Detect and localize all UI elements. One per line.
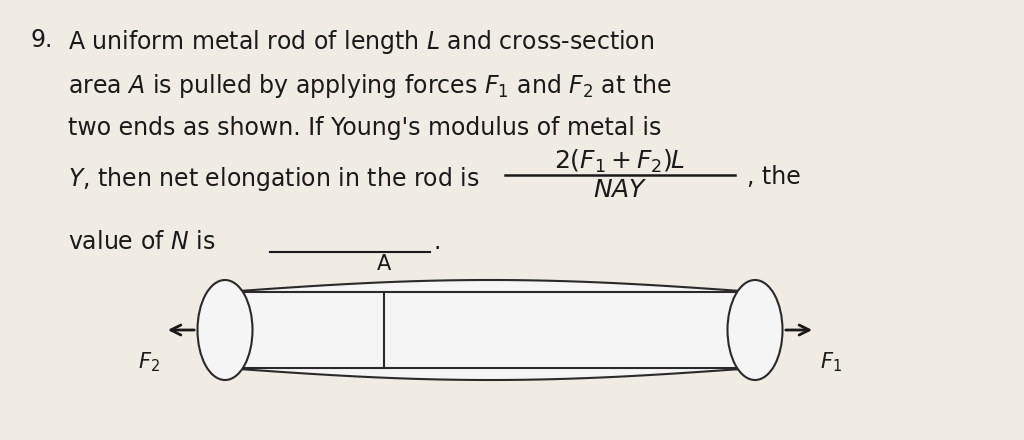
Polygon shape [225,280,755,380]
Text: A uniform metal rod of length $L$ and cross-section: A uniform metal rod of length $L$ and cr… [68,28,654,56]
Text: , the: , the [746,165,801,189]
Text: $NAY$: $NAY$ [593,178,647,202]
Text: value of $N$ is: value of $N$ is [68,230,215,254]
Text: $F_1$: $F_1$ [820,350,842,374]
Text: $Y$, then net elongation in the rod is: $Y$, then net elongation in the rod is [68,165,479,193]
Text: area $A$ is pulled by applying forces $F_1$ and $F_2$ at the: area $A$ is pulled by applying forces $F… [68,72,672,100]
Text: A: A [377,254,391,274]
Text: two ends as shown. If Young's modulus of metal is: two ends as shown. If Young's modulus of… [68,116,662,140]
Text: .: . [434,230,441,254]
Text: $F_2$: $F_2$ [138,350,160,374]
Ellipse shape [727,280,782,380]
Text: 9.: 9. [30,28,52,52]
Text: $2(F_1+F_2)L$: $2(F_1+F_2)L$ [554,148,685,175]
Ellipse shape [198,280,253,380]
